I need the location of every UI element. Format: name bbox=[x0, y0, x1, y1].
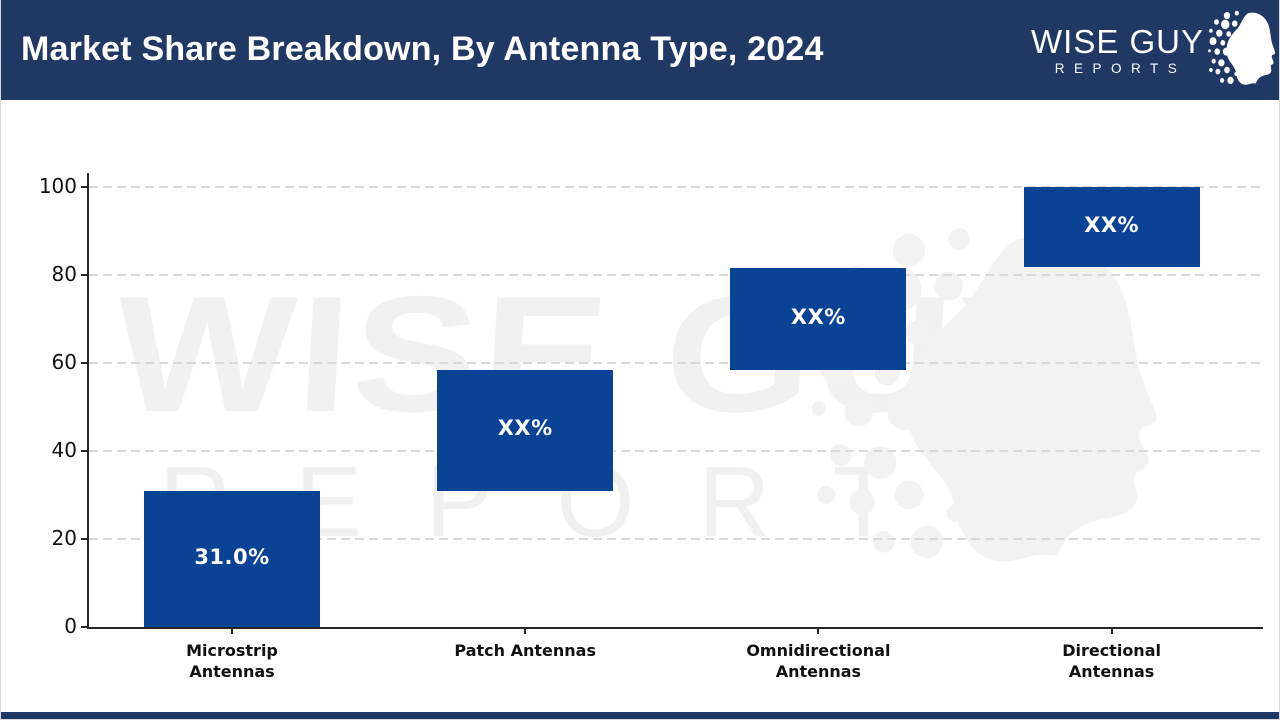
x-axis-category-line: Antennas bbox=[189, 662, 275, 681]
x-axis-category-label: Patch Antennas bbox=[400, 640, 650, 661]
y-axis-line bbox=[87, 173, 89, 629]
y-tick-20 bbox=[81, 538, 89, 540]
logo-subtitle: REPORTS bbox=[1054, 60, 1187, 76]
x-axis-category-line: Omnidirectional bbox=[746, 641, 891, 660]
y-axis-tick-label: 60 bbox=[51, 350, 77, 374]
y-tick-100 bbox=[81, 186, 89, 188]
wise-guy-logo: WISE GUY REPORTS bbox=[1031, 5, 1276, 95]
x-axis-category-line: Antennas bbox=[775, 662, 862, 681]
bar-value-label: XX% bbox=[1084, 212, 1140, 237]
bar-patch-antennas bbox=[437, 370, 614, 491]
bar-value-label: XX% bbox=[497, 416, 553, 441]
gridline-40 bbox=[89, 450, 1263, 452]
y-axis-tick-label: 100 bbox=[38, 174, 77, 198]
bar-omnidirectional-antennas bbox=[730, 267, 907, 371]
x-axis-category-line: Microstrip bbox=[186, 641, 278, 660]
x-axis-category-line: Antennas bbox=[1068, 662, 1155, 681]
x-tick-patch-antennas bbox=[524, 627, 527, 634]
bar-value-label: XX% bbox=[790, 305, 846, 330]
x-tick-omnidirectional-antennas bbox=[817, 627, 820, 634]
page-title: Market Share Breakdown, By Antenna Type,… bbox=[21, 30, 824, 68]
y-tick-60 bbox=[81, 362, 89, 364]
logo-name: WISE GUY bbox=[1031, 22, 1205, 60]
x-axis-category-label: Microstrip Antennas bbox=[107, 640, 357, 682]
y-axis-tick-label: 20 bbox=[51, 526, 77, 550]
y-tick-0 bbox=[81, 626, 89, 628]
x-axis-category-label: Directional Antennas bbox=[987, 640, 1237, 682]
y-tick-80 bbox=[81, 274, 89, 276]
x-axis-category-label: Omnidirectional Antennas bbox=[693, 640, 943, 682]
bar-directional-antennas bbox=[1023, 187, 1200, 267]
gridline-100 bbox=[89, 186, 1263, 188]
y-axis-tick-label: 0 bbox=[64, 614, 77, 638]
bar-microstrip-antennas bbox=[144, 490, 320, 627]
logo-face-icon bbox=[1208, 10, 1276, 85]
x-tick-microstrip-antennas bbox=[231, 627, 233, 634]
gridline-60 bbox=[89, 362, 1263, 364]
x-tick-directional-antennas bbox=[1110, 627, 1113, 634]
gridline-80 bbox=[89, 274, 1263, 276]
x-axis-category-line: Patch Antennas bbox=[454, 641, 596, 660]
bar-value-label: 31.0% bbox=[194, 544, 270, 569]
logo-text: WISE GUY REPORTS bbox=[1031, 25, 1204, 76]
y-tick-40 bbox=[81, 450, 89, 452]
gridline-20 bbox=[89, 538, 1263, 540]
y-axis-tick-label: 80 bbox=[51, 262, 77, 286]
x-axis-line bbox=[87, 627, 1263, 629]
footer-bar bbox=[1, 712, 1279, 719]
x-axis-category-line: Directional bbox=[1062, 641, 1161, 660]
header-bar: Market Share Breakdown, By Antenna Type,… bbox=[1, 0, 1279, 100]
y-axis-tick-label: 40 bbox=[51, 438, 77, 462]
